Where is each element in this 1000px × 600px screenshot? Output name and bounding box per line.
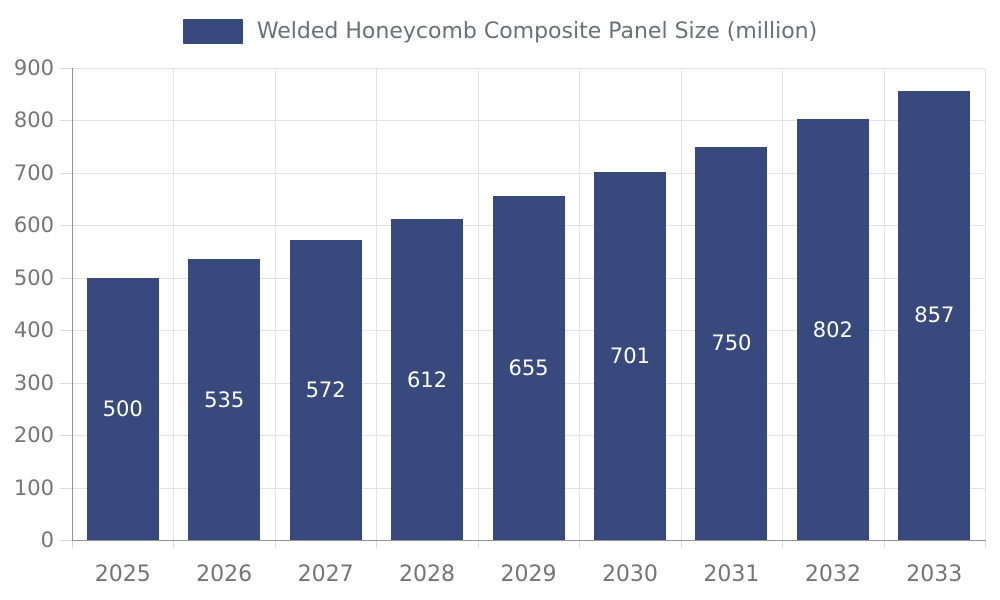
bar[interactable] [593, 172, 666, 540]
y-tick-label: 0 [40, 528, 54, 552]
y-tick-label: 400 [13, 318, 54, 343]
x-axis-tick [72, 540, 73, 548]
x-axis-line [72, 540, 986, 541]
bar[interactable] [492, 196, 565, 540]
x-axis-tick [579, 540, 581, 548]
x-tick-label: 2026 [196, 562, 253, 587]
legend-label: Welded Honeycomb Composite Panel Size (m… [256, 18, 818, 44]
bar-value-label: 500 [102, 396, 143, 421]
y-axis-tick [60, 382, 72, 384]
x-tick-label: 2029 [500, 562, 557, 587]
bar-value-label: 612 [407, 367, 448, 392]
y-axis-tick [60, 540, 72, 541]
legend[interactable]: Welded Honeycomb Composite Panel Size (m… [0, 16, 1000, 46]
x-axis-tick [477, 540, 479, 548]
y-tick-label: 700 [13, 160, 54, 185]
x-tick-label: 2028 [399, 562, 456, 587]
x-gridline [680, 68, 682, 540]
y-axis-tick [60, 277, 72, 279]
x-axis-tick [680, 540, 682, 548]
x-tick-label: 2030 [601, 562, 658, 587]
legend-swatch [182, 18, 243, 44]
y-axis-tick [60, 120, 72, 122]
y-tick-label: 800 [13, 108, 54, 133]
bar[interactable] [898, 90, 971, 540]
x-gridline [477, 68, 479, 540]
bar[interactable] [796, 119, 869, 540]
x-tick-label: 2027 [297, 562, 354, 587]
bar[interactable] [391, 219, 464, 540]
x-tick-label: 2031 [703, 562, 760, 587]
y-axis-tick [60, 435, 72, 437]
bar-value-label: 802 [812, 317, 853, 342]
x-tick-label: 2032 [804, 562, 861, 587]
y-axis-tick [60, 172, 72, 174]
x-axis-tick [985, 540, 986, 548]
x-gridline [274, 68, 276, 540]
bar-value-label: 572 [305, 378, 346, 402]
y-axis-tick [60, 487, 72, 489]
bar-value-label: 857 [914, 303, 955, 328]
x-gridline [782, 68, 784, 540]
x-axis-tick [376, 540, 378, 548]
y-axis-tick [60, 330, 72, 332]
x-gridline [579, 68, 581, 540]
bar-value-label: 535 [204, 387, 245, 412]
y-tick-label: 100 [13, 475, 54, 500]
y-tick-label: 500 [13, 265, 54, 290]
x-axis-tick [173, 540, 175, 548]
y-gridline [72, 68, 985, 69]
x-gridline [883, 68, 885, 540]
bar[interactable] [289, 240, 362, 540]
x-gridline [985, 68, 986, 540]
x-tick-label: 2033 [906, 562, 963, 587]
x-tick-label: 2025 [94, 562, 151, 587]
y-tick-label: 600 [13, 213, 54, 238]
y-tick-label: 900 [13, 56, 54, 80]
bar[interactable] [188, 259, 261, 540]
bar-value-label: 655 [508, 356, 549, 381]
bar[interactable] [86, 277, 159, 540]
x-gridline [376, 68, 378, 540]
y-axis-line [72, 68, 73, 541]
bar-value-label: 701 [609, 344, 650, 369]
y-gridline [72, 172, 985, 174]
y-tick-label: 200 [13, 423, 54, 448]
y-axis-tick [60, 225, 72, 227]
x-axis-tick [274, 540, 276, 548]
y-axis-tick [60, 68, 72, 69]
x-gridline [173, 68, 175, 540]
y-tick-label: 300 [13, 370, 54, 395]
y-gridline [72, 120, 985, 122]
bar-value-label: 750 [711, 331, 752, 356]
bar[interactable] [695, 146, 768, 540]
x-axis-tick [782, 540, 784, 548]
x-axis-tick [883, 540, 885, 548]
